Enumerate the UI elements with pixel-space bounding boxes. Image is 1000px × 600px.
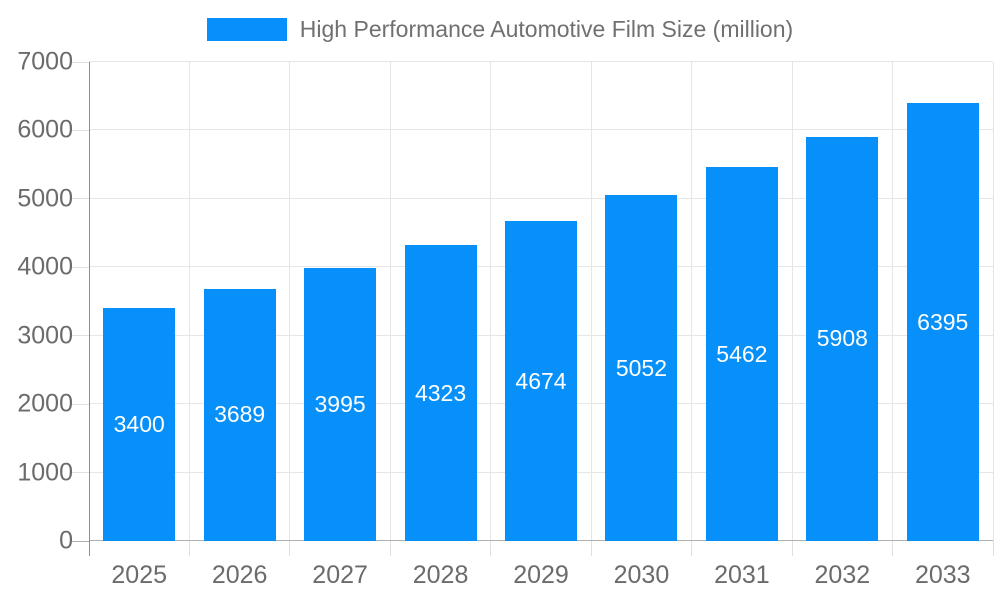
x-gridline xyxy=(892,62,894,541)
y-axis-tick xyxy=(71,403,89,405)
y-axis-label: 7000 xyxy=(17,47,73,76)
chart-legend: High Performance Automotive Film Size (m… xyxy=(0,16,1000,43)
plot-area: 0 1000 2000 3000 4000 5000 6000 7000 3400 2025 368… xyxy=(17,49,994,588)
x-axis-label: 2025 xyxy=(111,561,168,589)
bar-2033: 6395 xyxy=(906,103,979,541)
bar-value-label: 5052 xyxy=(615,354,668,381)
bar-2028: 4323 xyxy=(404,245,477,541)
x-axis-tick xyxy=(490,541,492,556)
legend-series-swatch xyxy=(206,18,287,41)
x-gridline xyxy=(289,62,291,541)
x-axis-tick xyxy=(691,541,693,556)
x-axis-label: 2028 xyxy=(412,561,469,589)
y-axis-tick xyxy=(71,266,89,268)
y-axis-tick xyxy=(71,335,89,337)
bar-2031: 5462 xyxy=(705,167,778,541)
x-axis-tick xyxy=(188,541,190,556)
bar-value-label: 5462 xyxy=(716,340,768,367)
y-axis-label: 2000 xyxy=(17,389,73,418)
y-axis-tick xyxy=(71,472,89,474)
x-axis-tick xyxy=(892,541,894,556)
bar-2027: 3995 xyxy=(304,267,377,541)
legend-series-label: High Performance Automotive Film Size (m… xyxy=(299,16,794,42)
bar-value-label: 3995 xyxy=(314,390,366,417)
y-axis-label: 1000 xyxy=(17,458,73,487)
x-axis-label: 2033 xyxy=(914,561,971,589)
y-axis-label: 4000 xyxy=(17,252,73,281)
x-gridline xyxy=(389,62,391,541)
x-gridline xyxy=(490,62,492,541)
y-axis-tick xyxy=(71,61,89,63)
x-gridline xyxy=(992,62,994,541)
x-axis-tick xyxy=(289,541,291,556)
x-axis-label: 2032 xyxy=(814,561,871,589)
y-axis-tick xyxy=(71,129,89,131)
y-gridline xyxy=(89,197,993,199)
x-gridline xyxy=(188,62,190,541)
bar-2026: 3689 xyxy=(203,288,276,541)
y-axis-label: 5000 xyxy=(17,184,73,213)
bar-value-label: 6395 xyxy=(917,308,969,335)
bar-2025: 3400 xyxy=(103,308,176,541)
y-axis-label: 0 xyxy=(59,526,73,555)
x-axis-label: 2030 xyxy=(613,561,670,589)
x-axis-label: 2027 xyxy=(312,561,368,589)
y-axis-label: 6000 xyxy=(17,115,73,144)
bar-value-label: 5908 xyxy=(816,325,868,352)
bar-2032: 5908 xyxy=(806,136,879,541)
bar-value-label: 4674 xyxy=(515,367,567,394)
y-axis-tick xyxy=(71,540,89,542)
y-gridline xyxy=(89,129,993,131)
x-gridline xyxy=(791,62,793,541)
x-axis-tick xyxy=(791,541,793,556)
y-gridline xyxy=(89,61,993,62)
x-axis-tick xyxy=(590,541,592,556)
bar-value-label: 3689 xyxy=(214,401,266,428)
y-axis-line xyxy=(89,62,90,556)
y-axis-tick xyxy=(71,198,89,200)
bar-2030: 5052 xyxy=(605,195,678,541)
y-axis-label: 3000 xyxy=(17,321,73,350)
x-axis-tick xyxy=(389,541,391,556)
x-gridline xyxy=(691,62,693,541)
bar-value-label: 4323 xyxy=(414,379,467,406)
bar-value-label: 3400 xyxy=(113,411,165,438)
x-axis-label: 2031 xyxy=(714,561,770,589)
x-gridline xyxy=(590,62,592,541)
x-axis-label: 2029 xyxy=(513,561,569,589)
bar-2029: 4674 xyxy=(505,221,577,541)
x-axis-label: 2026 xyxy=(211,561,268,589)
x-axis-tick xyxy=(992,541,994,556)
